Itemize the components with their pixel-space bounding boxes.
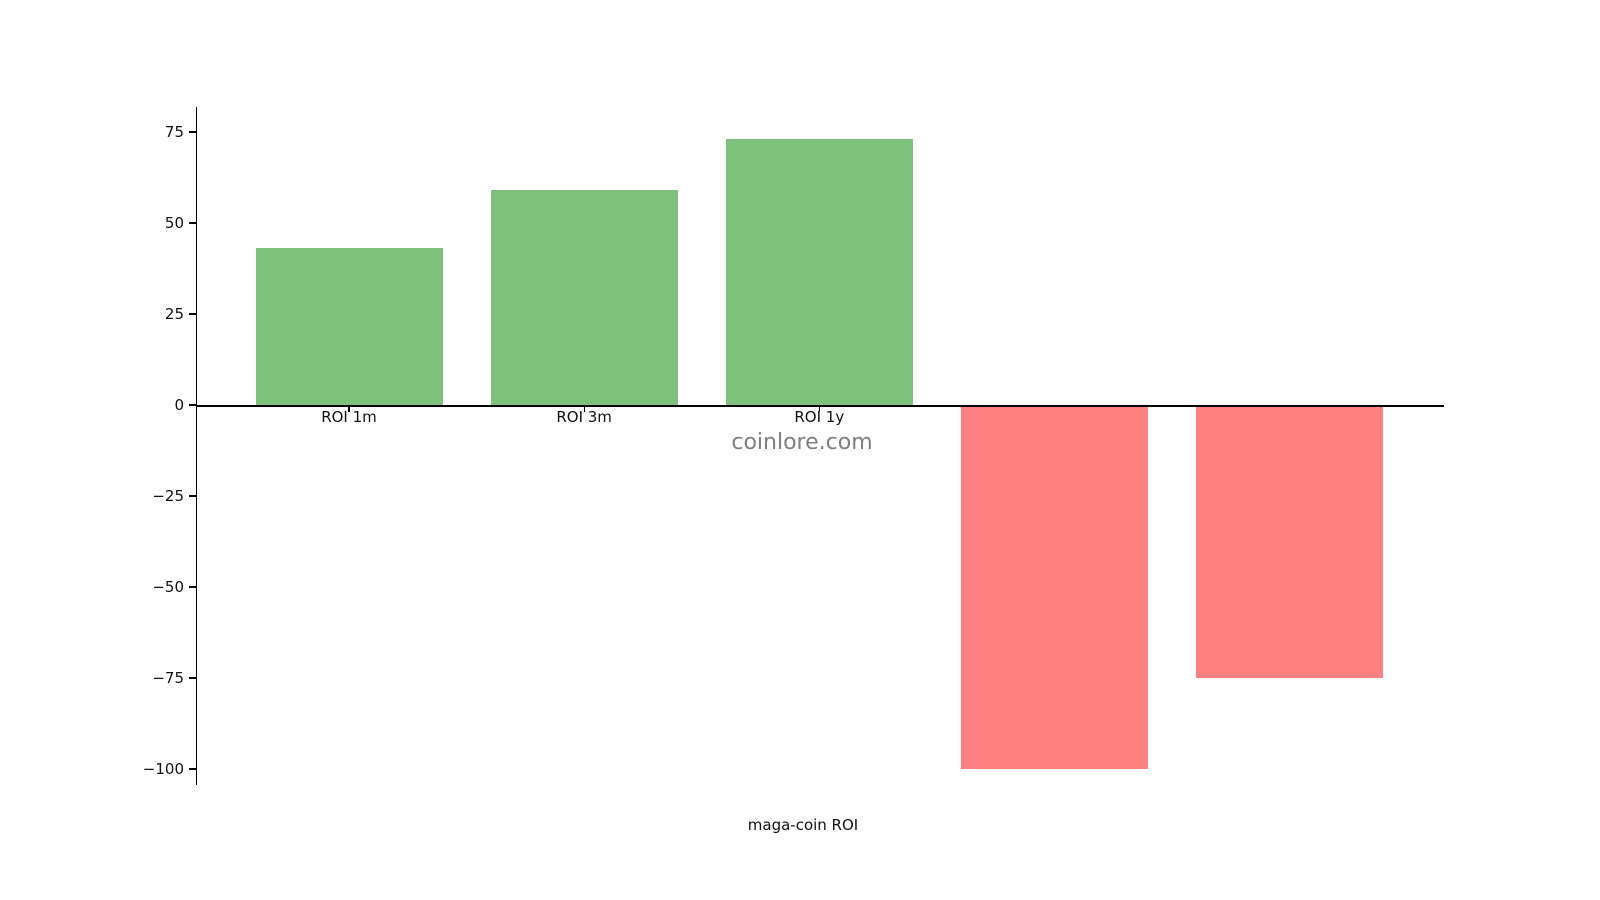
x-tick-label: ROI 1y (794, 408, 845, 426)
bar-roi-3m (490, 190, 678, 405)
x-tick-mark (348, 405, 350, 412)
y-tick-label: −25 (152, 487, 184, 505)
y-tick-mark (188, 768, 196, 770)
x-tick-label: ROI 3m (556, 408, 612, 426)
watermark-text: coinlore.com (731, 430, 873, 455)
chart-title: maga-coin ROI (747, 816, 859, 834)
x-tick-label: ROI 1m (321, 408, 377, 426)
y-tick-mark (188, 677, 196, 679)
y-tick-label: −100 (142, 760, 184, 778)
bar-roi-1m (255, 248, 443, 405)
y-tick-label: 25 (164, 305, 184, 323)
bar-roi-1y (725, 139, 913, 405)
y-tick-label: 0 (174, 396, 184, 414)
bar-bar-4 (960, 405, 1148, 769)
y-tick-label: 75 (164, 123, 184, 141)
y-tick-mark (188, 586, 196, 588)
x-tick-mark (818, 405, 820, 412)
y-axis-spine (195, 106, 197, 786)
x-tick-mark (583, 405, 585, 412)
bar-bar-5 (1196, 405, 1384, 678)
y-tick-label: −75 (152, 669, 184, 687)
y-tick-mark (188, 222, 196, 224)
y-tick-mark (188, 131, 196, 133)
y-tick-label: 50 (164, 214, 184, 232)
y-tick-mark (188, 404, 196, 406)
y-tick-mark (188, 313, 196, 315)
y-tick-mark (188, 495, 196, 497)
x-axis-spine (197, 405, 1444, 407)
y-tick-label: −50 (152, 578, 184, 596)
